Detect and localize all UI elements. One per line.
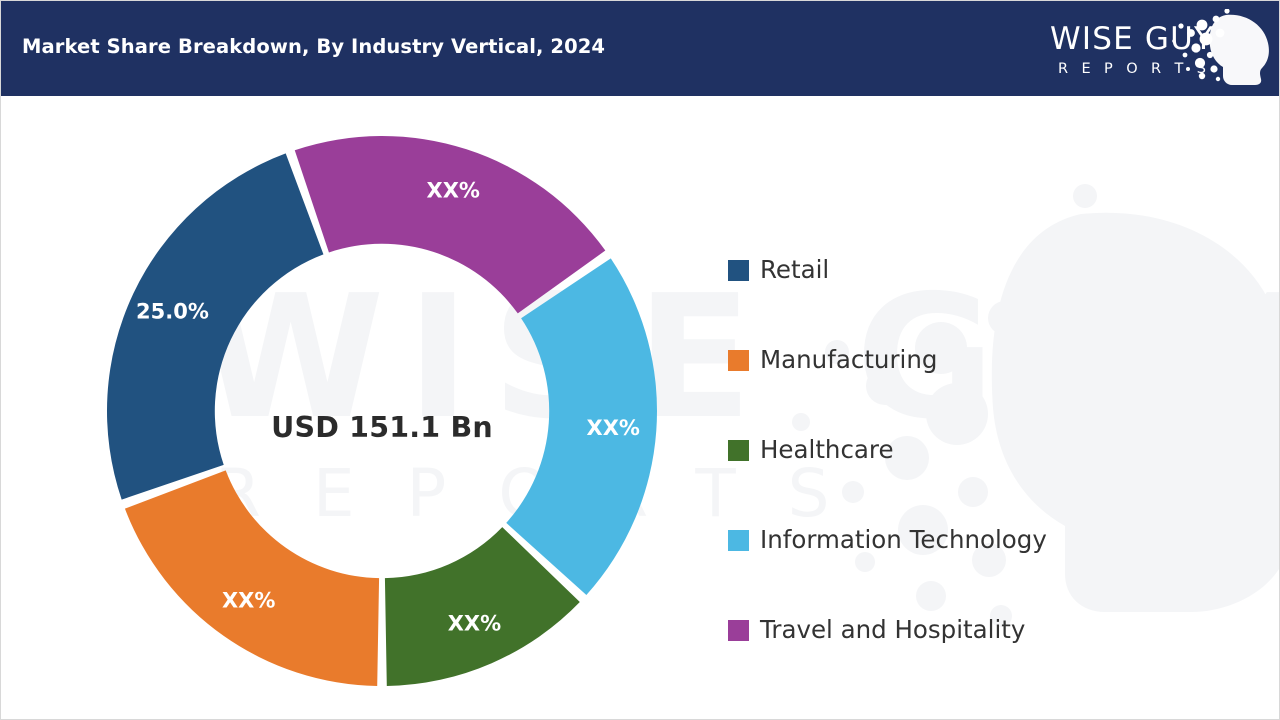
legend-label-manufacturing: Manufacturing (760, 345, 938, 374)
donut-center-value: USD 151.1 Bn (271, 411, 493, 444)
page-title: Market Share Breakdown, By Industry Vert… (22, 35, 606, 58)
legend-swatch-healthcare (728, 440, 749, 461)
logo-wordmark-secondary: R E P O R T S (1058, 61, 1210, 77)
slice-value-label-healthcare: XX% (448, 612, 501, 636)
chart-legend: Retail Manufacturing Healthcare Informat… (728, 251, 1228, 701)
legend-item-information-technology[interactable]: Information Technology (728, 521, 1228, 611)
chart-header: Market Share Breakdown, By Industry Vert… (1, 1, 1279, 96)
legend-label-retail: Retail (760, 255, 830, 284)
donut-slice-labels: XX% XX% XX% XX% 25.0% (136, 178, 640, 635)
donut-slice-healthcare[interactable] (384, 527, 580, 686)
slice-value-label-manufacturing: XX% (222, 589, 275, 613)
donut-slice-information-technology[interactable] (506, 258, 657, 596)
donut-slices (106, 136, 657, 686)
wise-guy-reports-logo-icon: WISE GUY R E P O R T S (1050, 9, 1269, 85)
donut-slice-manufacturing[interactable] (124, 470, 380, 686)
legend-item-retail[interactable]: Retail (728, 251, 1228, 341)
logo-wordmark-primary: WISE GUY (1050, 21, 1214, 57)
legend-swatch-manufacturing (728, 350, 749, 371)
donut-chart: XX% XX% XX% XX% 25.0% USD 151.1 Bn (1, 96, 761, 719)
slice-value-label-retail: 25.0% (136, 300, 209, 324)
legend-label-travel-and-hospitality: Travel and Hospitality (760, 615, 1026, 644)
donut-chart-svg: XX% XX% XX% XX% 25.0% (106, 136, 657, 686)
legend-item-healthcare[interactable]: Healthcare (728, 431, 1228, 521)
donut-slice-travel-and-hospitality[interactable] (294, 136, 606, 314)
legend-item-manufacturing[interactable]: Manufacturing (728, 341, 1228, 431)
legend-label-healthcare: Healthcare (760, 435, 894, 464)
slice-value-label-information-technology: XX% (587, 416, 640, 440)
legend-label-information-technology: Information Technology (760, 525, 1047, 554)
donut-slice-retail[interactable] (106, 153, 324, 500)
legend-item-travel-and-hospitality[interactable]: Travel and Hospitality (728, 611, 1228, 701)
legend-swatch-travel-and-hospitality (728, 620, 749, 641)
legend-swatch-retail (728, 260, 749, 281)
legend-swatch-information-technology (728, 530, 749, 551)
slice-value-label-travel-and-hospitality: XX% (427, 178, 480, 202)
